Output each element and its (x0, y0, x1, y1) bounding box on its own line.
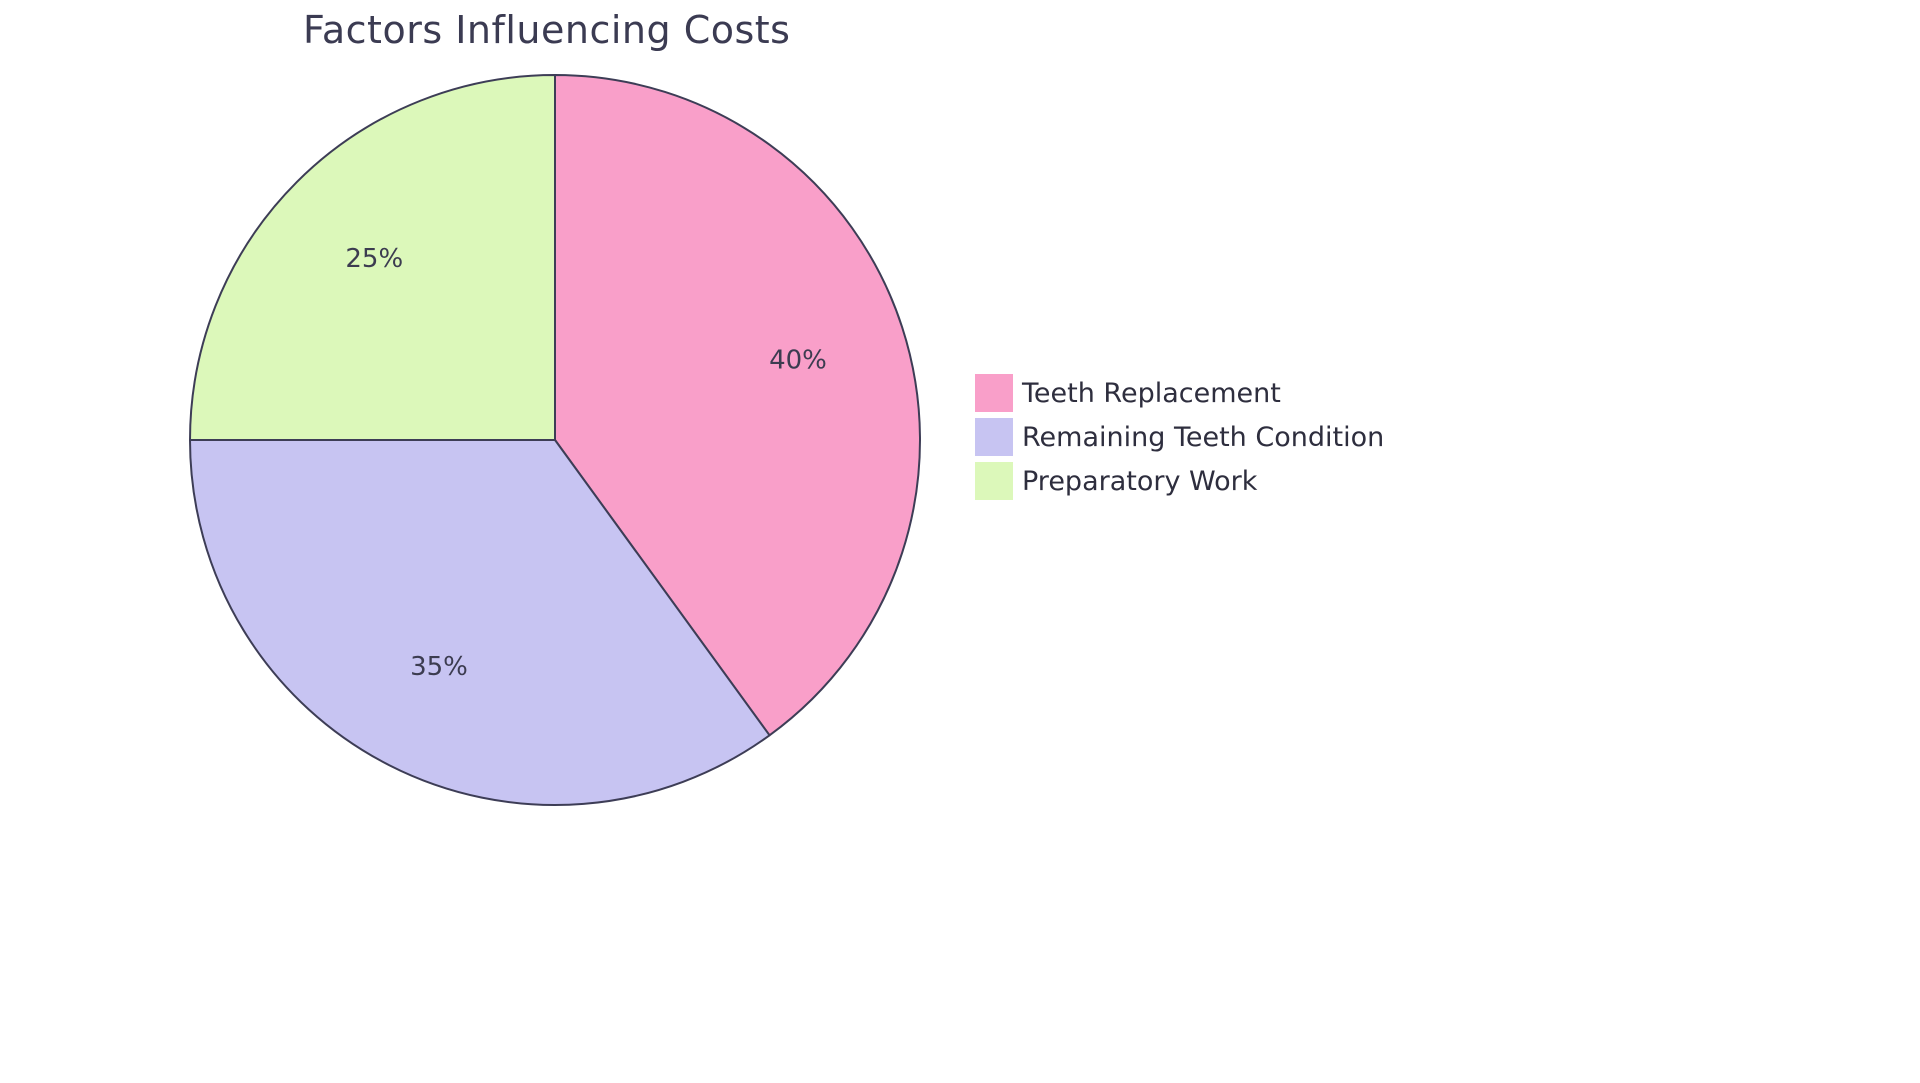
legend-item-teeth-replacement: Teeth Replacement (975, 371, 1384, 415)
legend-label-remaining-teeth-condition: Remaining Teeth Condition (1022, 421, 1385, 453)
pie-slice-label-2: 25% (345, 244, 403, 274)
legend-swatch-remaining-teeth-condition (975, 418, 1013, 456)
legend: Teeth Replacement Remaining Teeth Condit… (975, 371, 1384, 503)
chart-title: Factors Influencing Costs (303, 8, 791, 52)
pie-slice-0 (554, 74, 921, 737)
legend-label-teeth-replacement: Teeth Replacement (1022, 377, 1281, 409)
pie-slice-2 (189, 74, 556, 441)
legend-label-preparatory-work: Preparatory Work (1022, 465, 1258, 497)
pie-slice-1 (189, 439, 771, 806)
legend-swatch-teeth-replacement (975, 374, 1013, 412)
pie-slice-label-1: 35% (410, 652, 468, 682)
legend-item-remaining-teeth-condition: Remaining Teeth Condition (975, 415, 1384, 459)
pie-slice-label-0: 40% (769, 346, 827, 376)
legend-item-preparatory-work: Preparatory Work (975, 459, 1384, 503)
legend-swatch-preparatory-work (975, 462, 1013, 500)
